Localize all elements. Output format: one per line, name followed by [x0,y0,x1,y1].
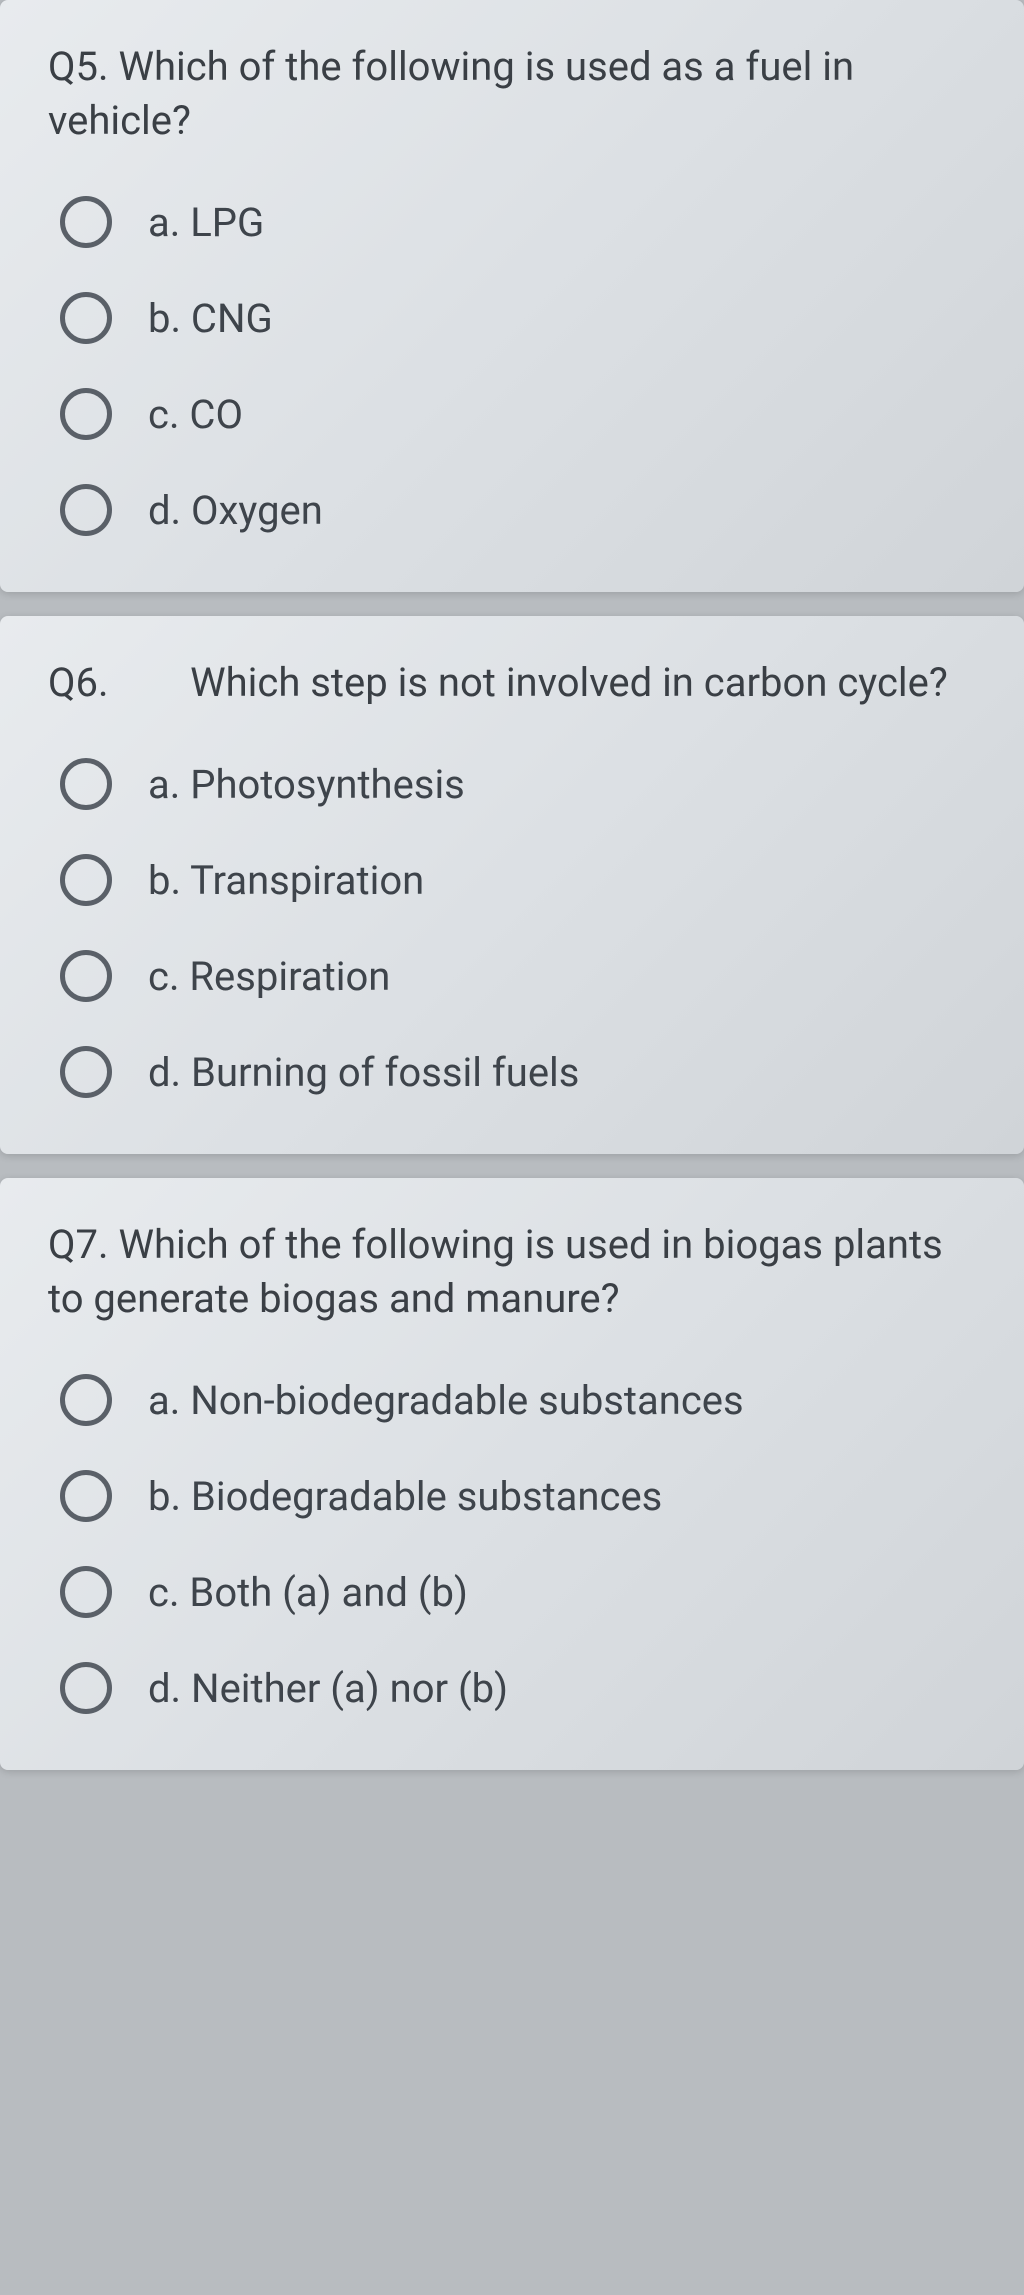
radio-icon [60,1470,112,1522]
option-d[interactable]: d. Burning of fossil fuels [60,1046,976,1098]
question-card-7: Q7. Which of the following is used in bi… [0,1178,1024,1770]
radio-icon [60,950,112,1002]
radio-icon [60,1046,112,1098]
question-prompt: Q7. Which of the following is used in bi… [48,1218,976,1326]
option-label: d. Oxygen [148,487,323,534]
options-group: a. Non-biodegradable substances b. Biode… [48,1374,976,1714]
option-label: b. Biodegradable substances [148,1473,662,1520]
option-label: d. Neither (a) nor (b) [148,1665,508,1712]
option-label: a. Photosynthesis [148,761,465,808]
option-label: b. Transpiration [148,857,424,904]
option-a[interactable]: a. Non-biodegradable substances [60,1374,976,1426]
radio-icon [60,484,112,536]
option-label: c. CO [148,391,243,438]
radio-icon [60,196,112,248]
option-d[interactable]: d. Oxygen [60,484,976,536]
radio-icon [60,388,112,440]
option-label: d. Burning of fossil fuels [148,1049,579,1096]
option-b[interactable]: b. Transpiration [60,854,976,906]
option-b[interactable]: b. Biodegradable substances [60,1470,976,1522]
options-group: a. Photosynthesis b. Transpiration c. Re… [48,758,976,1098]
option-label: a. LPG [148,199,264,246]
radio-icon [60,1374,112,1426]
option-label: c. Respiration [148,953,390,1000]
option-c[interactable]: c. Both (a) and (b) [60,1566,976,1618]
radio-icon [60,292,112,344]
radio-icon [60,758,112,810]
option-b[interactable]: b. CNG [60,292,976,344]
option-label: b. CNG [148,295,273,342]
option-c[interactable]: c. Respiration [60,950,976,1002]
question-card-6: Q6. Which step is not involved in carbon… [0,616,1024,1154]
radio-icon [60,854,112,906]
question-card-5: Q5. Which of the following is used as a … [0,0,1024,592]
option-d[interactable]: d. Neither (a) nor (b) [60,1662,976,1714]
option-label: a. Non-biodegradable substances [148,1377,744,1424]
option-label: c. Both (a) and (b) [148,1569,468,1616]
question-prompt: Q6. Which step is not involved in carbon… [48,656,976,710]
option-a[interactable]: a. Photosynthesis [60,758,976,810]
option-a[interactable]: a. LPG [60,196,976,248]
option-c[interactable]: c. CO [60,388,976,440]
options-group: a. LPG b. CNG c. CO d. Oxygen [48,196,976,536]
question-prompt: Q5. Which of the following is used as a … [48,40,976,148]
radio-icon [60,1566,112,1618]
radio-icon [60,1662,112,1714]
